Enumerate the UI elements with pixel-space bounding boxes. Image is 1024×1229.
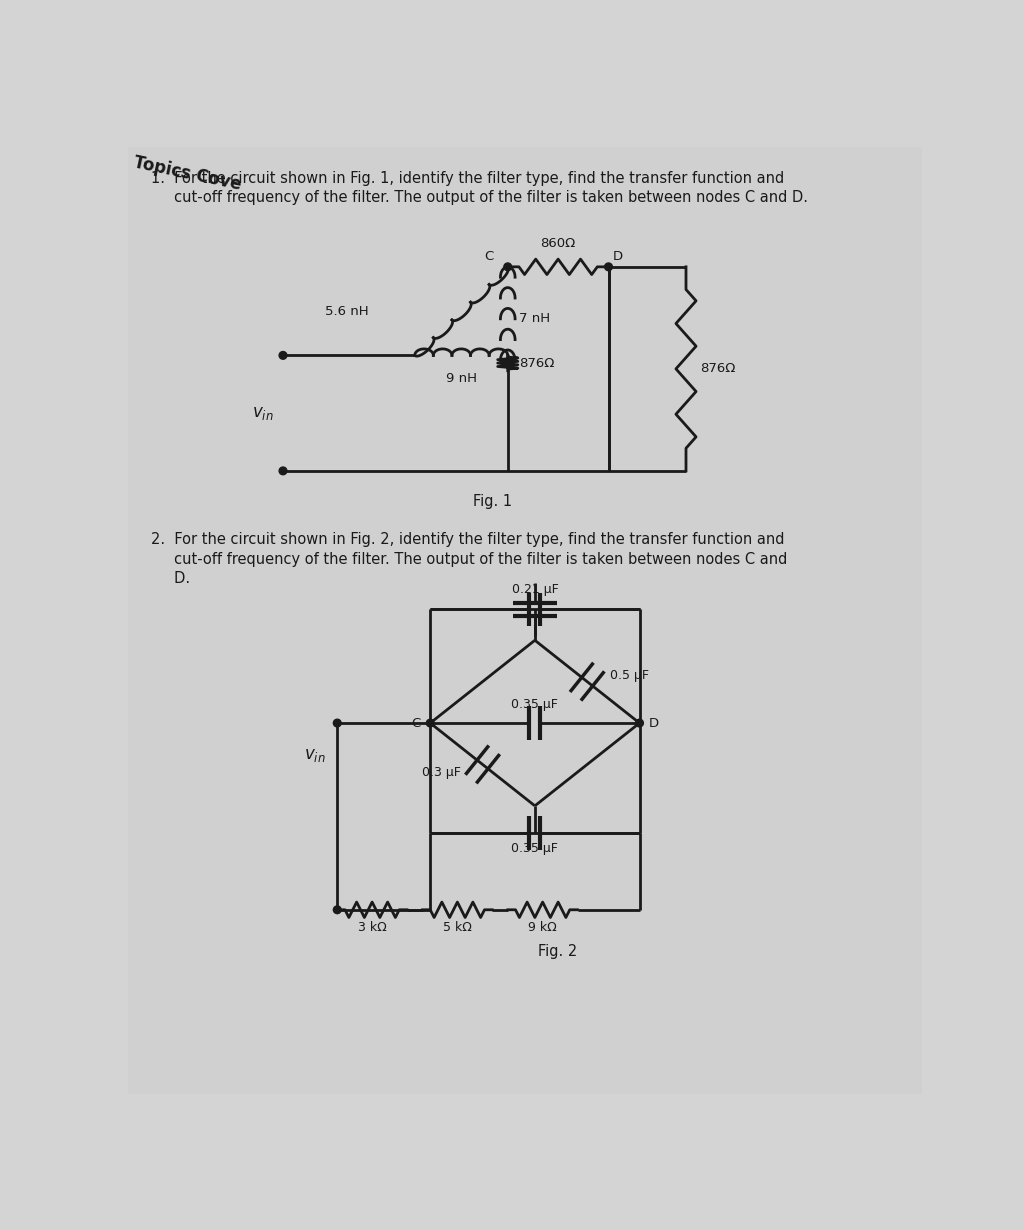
- Text: 876Ω: 876Ω: [700, 363, 735, 375]
- Text: 0.3 μF: 0.3 μF: [422, 766, 461, 779]
- Text: C: C: [484, 249, 494, 263]
- Text: 1.  For the circuit shown in Fig. 1, identify the filter type, find the transfer: 1. For the circuit shown in Fig. 1, iden…: [152, 171, 784, 186]
- Text: D: D: [612, 249, 623, 263]
- Text: 5.6 nH: 5.6 nH: [325, 305, 369, 317]
- Circle shape: [280, 467, 287, 474]
- Text: 0.21 μF: 0.21 μF: [512, 583, 558, 596]
- Circle shape: [636, 719, 643, 726]
- Circle shape: [280, 351, 287, 359]
- Text: 0.35 μF: 0.35 μF: [511, 842, 558, 855]
- Text: Fig. 2: Fig. 2: [539, 944, 578, 960]
- Circle shape: [334, 719, 341, 726]
- Circle shape: [604, 263, 612, 270]
- Text: $v_{in}$: $v_{in}$: [252, 404, 273, 422]
- Text: 860Ω: 860Ω: [541, 237, 575, 249]
- Text: D: D: [649, 717, 658, 730]
- Text: 3 kΩ: 3 kΩ: [357, 922, 386, 934]
- Text: C: C: [412, 717, 421, 730]
- Text: 0.5 μF: 0.5 μF: [610, 669, 649, 682]
- Circle shape: [426, 719, 434, 726]
- Text: cut-off frequency of the filter. The output of the filter is taken between nodes: cut-off frequency of the filter. The out…: [152, 189, 808, 205]
- Text: $v_{in}$: $v_{in}$: [304, 746, 326, 764]
- Text: 9 kΩ: 9 kΩ: [528, 922, 557, 934]
- Text: cut-off frequency of the filter. The output of the filter is taken between nodes: cut-off frequency of the filter. The out…: [152, 552, 787, 567]
- Circle shape: [504, 263, 512, 270]
- Text: 9 nH: 9 nH: [445, 372, 477, 386]
- Text: 2.  For the circuit shown in Fig. 2, identify the filter type, find the transfer: 2. For the circuit shown in Fig. 2, iden…: [152, 532, 784, 547]
- Text: 5 kΩ: 5 kΩ: [443, 922, 472, 934]
- Text: D.: D.: [152, 571, 190, 586]
- Circle shape: [334, 906, 341, 913]
- Text: 7 nH: 7 nH: [519, 312, 551, 326]
- Text: 876Ω: 876Ω: [519, 356, 555, 370]
- Text: Topics Cove: Topics Cove: [132, 154, 243, 194]
- Text: Fig. 1: Fig. 1: [473, 494, 512, 509]
- Text: 0.35 μF: 0.35 μF: [511, 698, 558, 710]
